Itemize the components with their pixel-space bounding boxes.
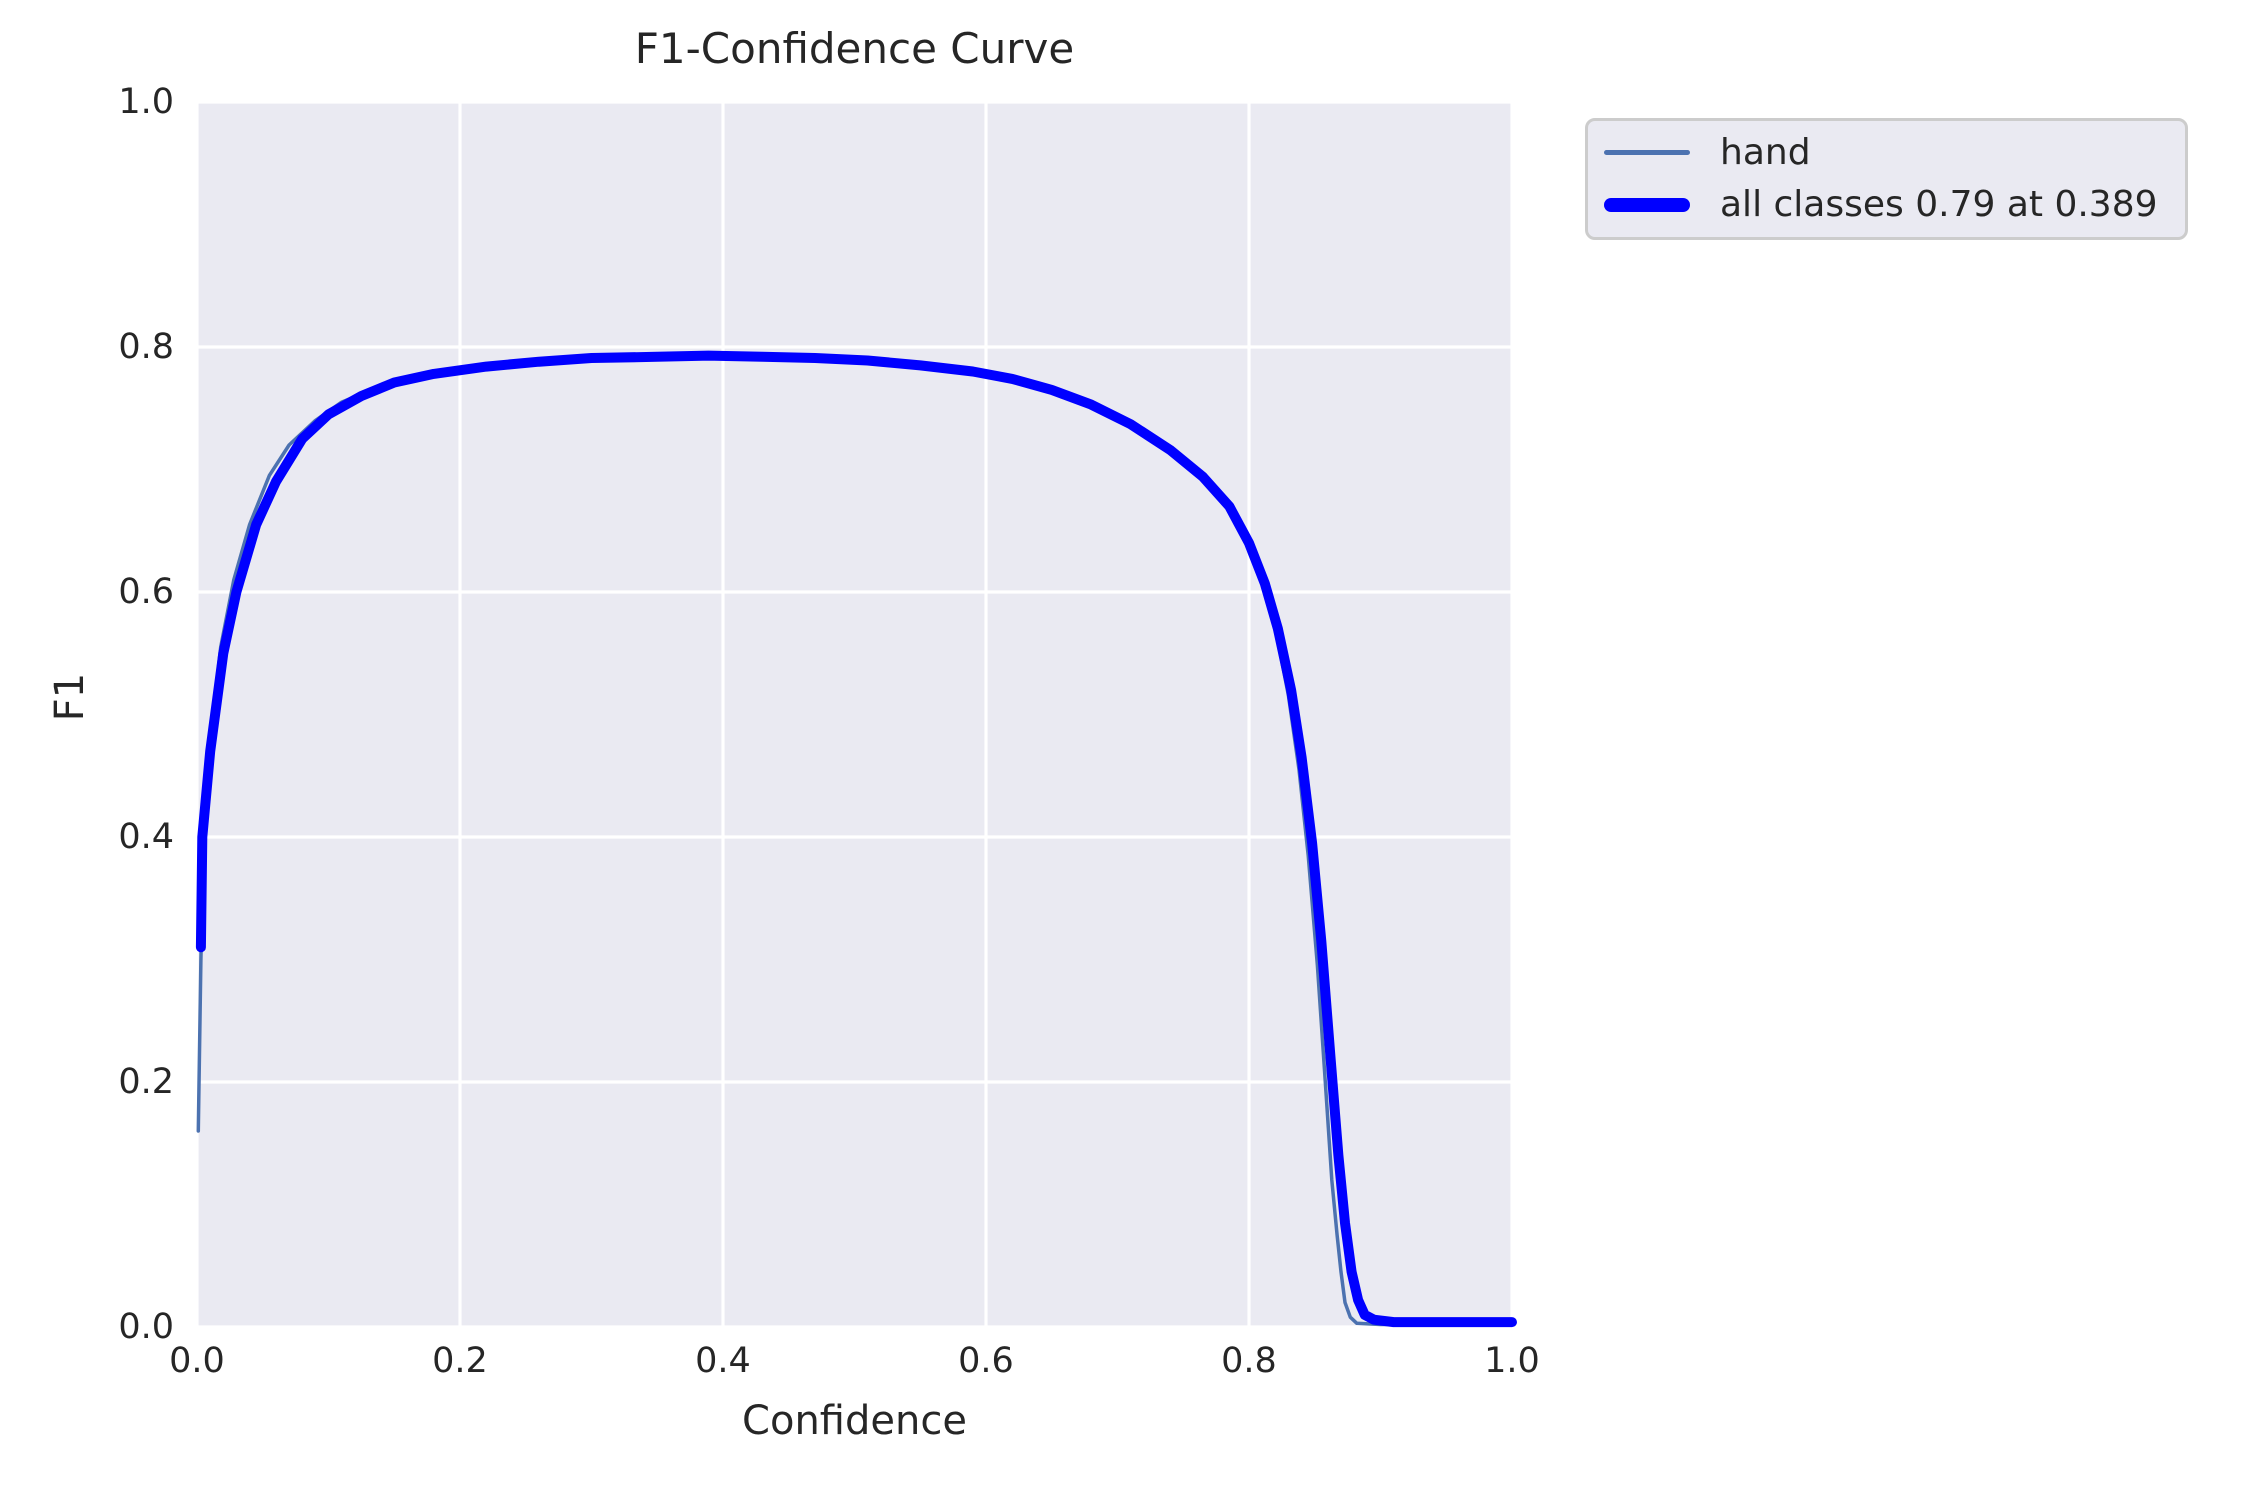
plot-canvas — [195, 100, 1517, 1329]
y-tick-label: 1.0 — [118, 82, 174, 122]
x-tick-label: 0.4 — [695, 1341, 751, 1381]
y-tick-label: 0.8 — [118, 327, 174, 367]
series-line-1 — [195, 350, 1517, 1328]
plot-area — [195, 100, 1517, 1329]
x-tick-label: 0.8 — [1221, 1341, 1277, 1381]
legend-line-hand — [1604, 150, 1690, 156]
y-tick-label: 0.2 — [118, 1062, 174, 1102]
x-axis-label: Confidence — [742, 1398, 967, 1444]
legend-entry-all-classes: all classes 0.79 at 0.389 — [1588, 180, 2185, 230]
chart-title: F1-Confidence Curve — [634, 24, 1075, 73]
legend-label-hand: hand — [1720, 131, 1811, 173]
y-axis-label: F1 — [47, 672, 93, 722]
legend-line-all-classes — [1604, 198, 1690, 213]
legend: hand all classes 0.79 at 0.389 — [1585, 118, 2188, 240]
x-tick-label: 0.6 — [958, 1341, 1014, 1381]
legend-label-all-classes: all classes 0.79 at 0.389 — [1720, 184, 2158, 226]
y-tick-label: 0.6 — [118, 572, 174, 612]
x-tick-label: 1.0 — [1484, 1341, 1540, 1381]
x-tick-label: 0.2 — [432, 1341, 488, 1381]
y-tick-label: 0.4 — [118, 817, 174, 857]
legend-entry-hand: hand — [1588, 128, 2185, 178]
y-tick-label: 0.0 — [118, 1307, 174, 1347]
x-tick-label: 0.0 — [169, 1341, 225, 1381]
